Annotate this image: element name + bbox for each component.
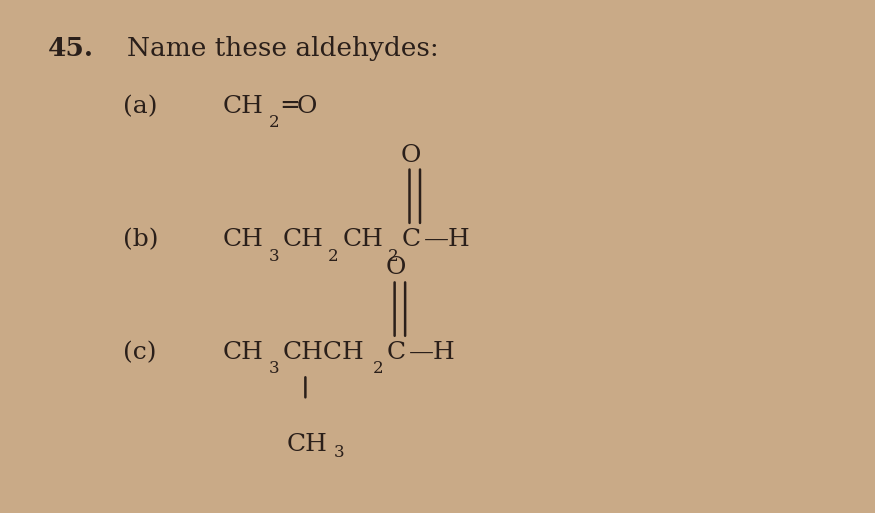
Text: CH: CH bbox=[342, 228, 383, 251]
Text: O: O bbox=[386, 256, 406, 280]
Text: (b): (b) bbox=[123, 228, 158, 251]
Text: ═O: ═O bbox=[282, 95, 317, 118]
Text: (a): (a) bbox=[123, 95, 157, 118]
Text: 3: 3 bbox=[269, 248, 279, 265]
Text: (c): (c) bbox=[123, 341, 156, 364]
Text: CH: CH bbox=[223, 95, 264, 118]
Text: Name these aldehydes:: Name these aldehydes: bbox=[127, 36, 438, 61]
Text: CHCH: CHCH bbox=[283, 341, 364, 364]
Text: —H: —H bbox=[424, 228, 470, 251]
Text: C: C bbox=[387, 341, 406, 364]
Text: CH: CH bbox=[223, 341, 264, 364]
Text: C: C bbox=[402, 228, 421, 251]
Text: 45.: 45. bbox=[48, 36, 94, 61]
Text: 2: 2 bbox=[328, 248, 339, 265]
Text: 3: 3 bbox=[333, 444, 344, 461]
Text: CH: CH bbox=[223, 228, 264, 251]
Text: —H: —H bbox=[409, 341, 455, 364]
Text: 2: 2 bbox=[269, 114, 279, 131]
Text: 3: 3 bbox=[269, 361, 279, 378]
Text: O: O bbox=[401, 144, 421, 167]
Text: CH: CH bbox=[283, 228, 324, 251]
Text: 2: 2 bbox=[388, 248, 398, 265]
Text: 2: 2 bbox=[373, 361, 383, 378]
Text: CH: CH bbox=[286, 433, 327, 457]
